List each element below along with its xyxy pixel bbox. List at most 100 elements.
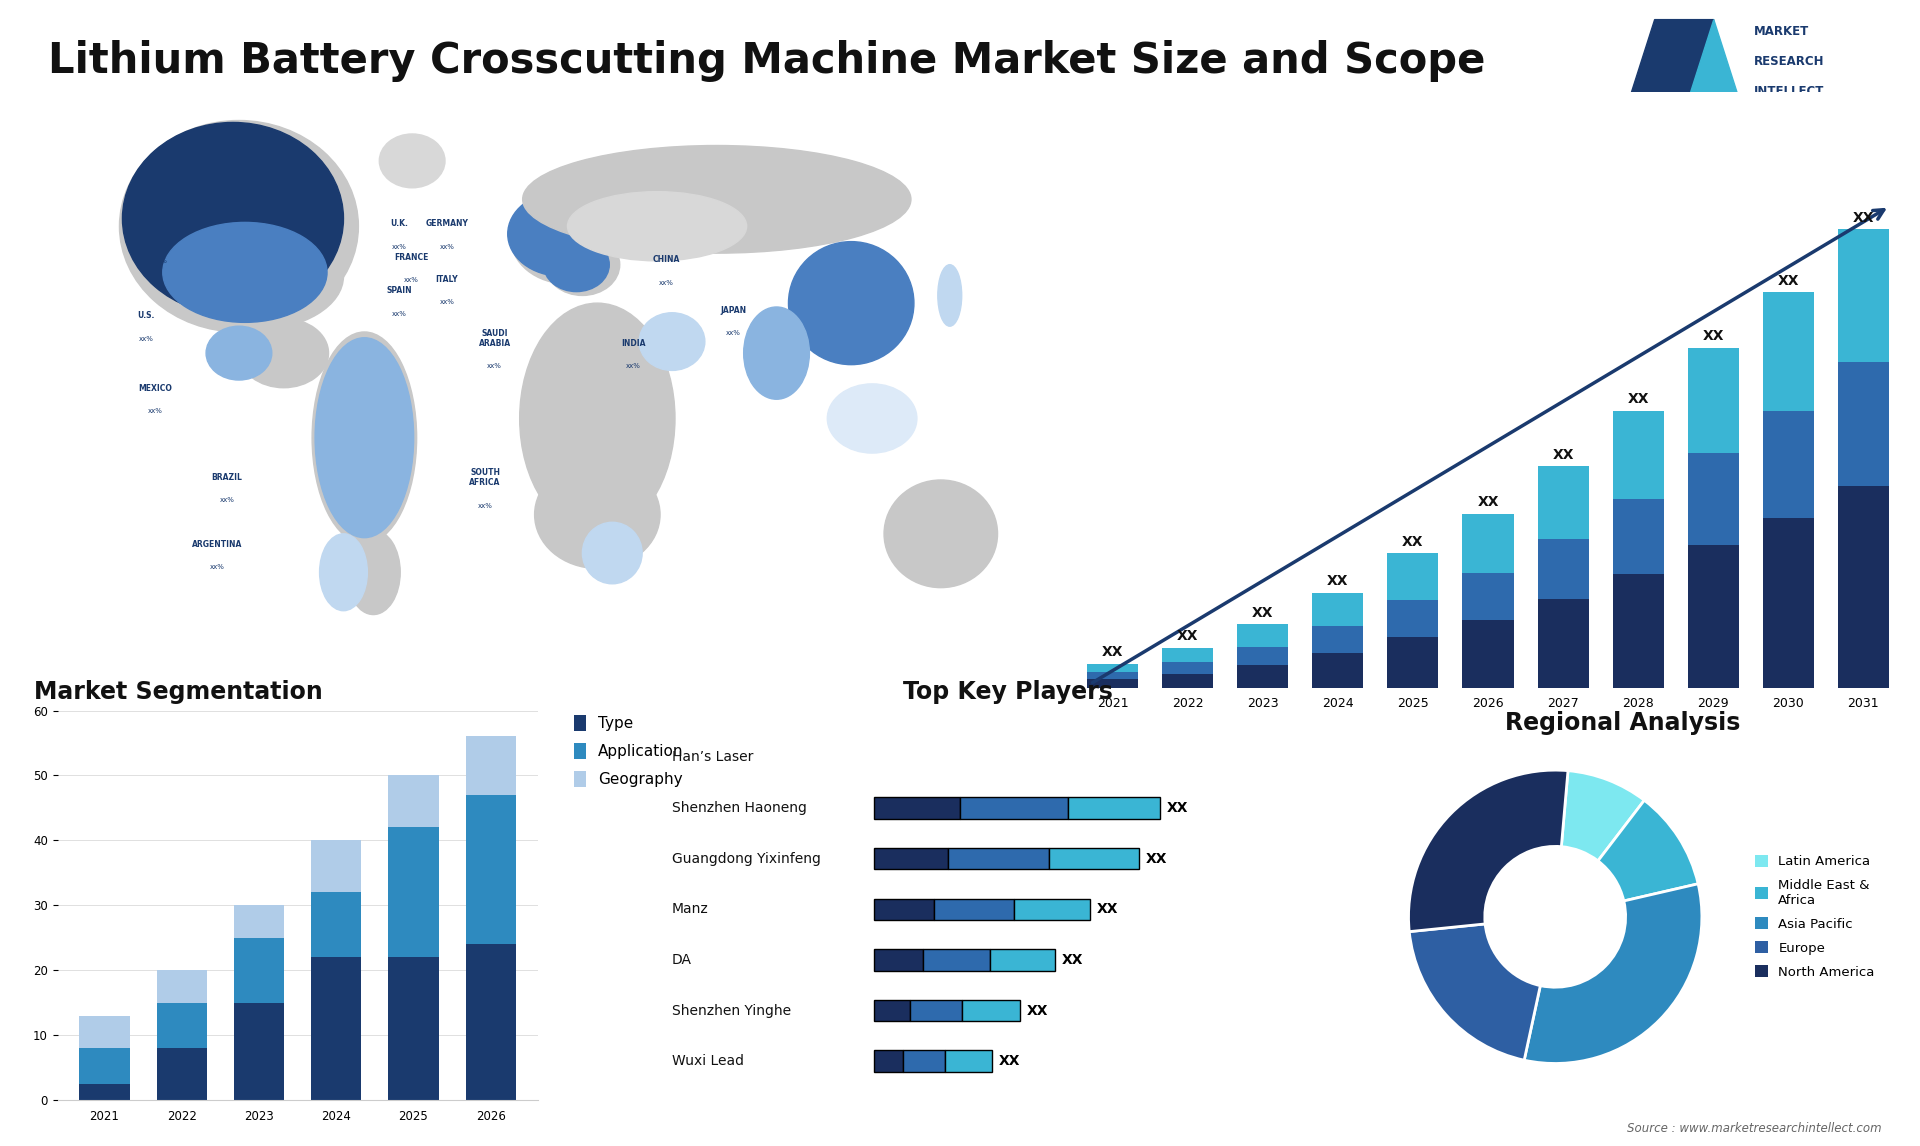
Text: SOUTH
AFRICA: SOUTH AFRICA xyxy=(468,468,501,487)
Text: SAUDI
ARABIA: SAUDI ARABIA xyxy=(478,329,511,348)
Polygon shape xyxy=(1655,19,1715,112)
Ellipse shape xyxy=(937,265,962,327)
Bar xyxy=(311,893,361,957)
Bar xyxy=(1763,292,1814,411)
Ellipse shape xyxy=(828,384,918,453)
Bar xyxy=(388,776,438,827)
Text: XX: XX xyxy=(1551,448,1574,462)
Ellipse shape xyxy=(119,120,359,332)
Text: XX: XX xyxy=(1252,606,1273,620)
Bar xyxy=(157,1049,207,1100)
Bar xyxy=(311,840,361,893)
Text: xx%: xx% xyxy=(392,244,407,250)
Bar xyxy=(1388,554,1438,601)
Text: RESEARCH: RESEARCH xyxy=(1755,55,1824,68)
Bar xyxy=(1688,453,1740,544)
Wedge shape xyxy=(1409,924,1540,1060)
Ellipse shape xyxy=(582,523,641,583)
Ellipse shape xyxy=(346,529,399,614)
Ellipse shape xyxy=(520,304,676,534)
Bar xyxy=(1313,592,1363,626)
Bar xyxy=(1463,513,1513,573)
Text: XX: XX xyxy=(1476,495,1500,509)
Bar xyxy=(79,1015,131,1049)
Text: XX: XX xyxy=(1327,574,1348,588)
Bar xyxy=(1613,411,1663,500)
Ellipse shape xyxy=(123,123,344,315)
Text: xx%: xx% xyxy=(403,277,419,283)
Ellipse shape xyxy=(238,319,328,387)
Bar xyxy=(1162,662,1213,674)
Text: xx%: xx% xyxy=(659,280,674,285)
Bar xyxy=(234,937,284,1003)
Ellipse shape xyxy=(743,307,810,399)
Text: XX: XX xyxy=(1402,535,1425,549)
Bar xyxy=(465,737,516,795)
Text: Market Segmentation: Market Segmentation xyxy=(33,681,323,705)
FancyBboxPatch shape xyxy=(874,898,935,920)
Text: xx%: xx% xyxy=(488,363,501,369)
Text: XX: XX xyxy=(1102,645,1123,659)
Bar xyxy=(1763,411,1814,518)
Title: Top Key Players: Top Key Players xyxy=(902,681,1114,705)
Ellipse shape xyxy=(380,134,445,188)
Bar xyxy=(1613,500,1663,574)
Text: XX: XX xyxy=(1778,274,1799,288)
Ellipse shape xyxy=(507,191,614,276)
Ellipse shape xyxy=(319,534,367,611)
Text: ARGENTINA: ARGENTINA xyxy=(192,540,242,549)
Text: Han’s Laser: Han’s Laser xyxy=(672,751,753,764)
Text: Wuxi Lead: Wuxi Lead xyxy=(672,1054,745,1068)
Text: xx%: xx% xyxy=(138,336,154,342)
Legend: Latin America, Middle East &
Africa, Asia Pacific, Europe, North America: Latin America, Middle East & Africa, Asi… xyxy=(1751,853,1878,981)
Text: Shenzhen Haoneng: Shenzhen Haoneng xyxy=(672,801,806,815)
Text: MEXICO: MEXICO xyxy=(138,384,173,393)
Ellipse shape xyxy=(511,191,624,284)
Bar xyxy=(1236,665,1288,688)
Ellipse shape xyxy=(315,338,413,537)
FancyBboxPatch shape xyxy=(910,999,962,1021)
FancyBboxPatch shape xyxy=(902,1051,945,1072)
Bar xyxy=(1087,680,1139,688)
Polygon shape xyxy=(1684,19,1743,112)
Text: Lithium Battery Crosscutting Machine Market Size and Scope: Lithium Battery Crosscutting Machine Mar… xyxy=(48,40,1486,83)
Text: xx%: xx% xyxy=(148,408,163,414)
Ellipse shape xyxy=(165,222,344,330)
Text: XX: XX xyxy=(1062,952,1083,967)
Ellipse shape xyxy=(789,242,914,364)
Text: XX: XX xyxy=(1703,329,1724,343)
Text: XX: XX xyxy=(1853,211,1874,225)
Ellipse shape xyxy=(163,222,326,322)
Wedge shape xyxy=(1561,770,1644,861)
Bar xyxy=(311,957,361,1100)
Bar xyxy=(1313,652,1363,688)
Bar xyxy=(465,944,516,1100)
Text: BRAZIL: BRAZIL xyxy=(211,473,242,482)
Bar xyxy=(1162,649,1213,662)
FancyBboxPatch shape xyxy=(1068,798,1160,818)
Text: Regional Analysis: Regional Analysis xyxy=(1505,711,1740,735)
Ellipse shape xyxy=(313,332,417,543)
Text: INDIA: INDIA xyxy=(620,339,645,348)
Text: xx%: xx% xyxy=(209,564,225,571)
Bar xyxy=(388,957,438,1100)
Text: JAPAN: JAPAN xyxy=(720,306,747,315)
Ellipse shape xyxy=(568,191,747,261)
Text: xx%: xx% xyxy=(440,299,455,305)
FancyBboxPatch shape xyxy=(874,949,924,971)
FancyBboxPatch shape xyxy=(1048,848,1139,870)
Text: Shenzhen Yinghe: Shenzhen Yinghe xyxy=(672,1004,791,1018)
Ellipse shape xyxy=(545,234,620,296)
Text: xx%: xx% xyxy=(478,503,492,509)
Bar xyxy=(1388,636,1438,688)
FancyBboxPatch shape xyxy=(960,798,1068,818)
Text: XX: XX xyxy=(1027,1004,1048,1018)
Text: CHINA: CHINA xyxy=(653,256,680,265)
Bar xyxy=(1236,625,1288,646)
Text: Manz: Manz xyxy=(672,902,708,917)
Text: XX: XX xyxy=(1096,902,1119,917)
Ellipse shape xyxy=(883,480,998,588)
Bar xyxy=(1087,664,1139,673)
Ellipse shape xyxy=(543,237,609,291)
FancyBboxPatch shape xyxy=(874,999,910,1021)
